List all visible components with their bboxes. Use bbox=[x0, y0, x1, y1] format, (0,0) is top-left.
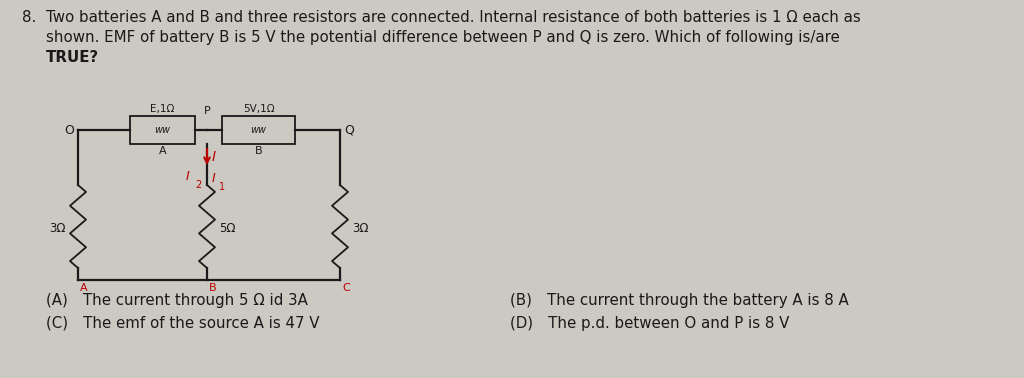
Text: C: C bbox=[342, 283, 350, 293]
Text: E,1Ω: E,1Ω bbox=[151, 104, 175, 114]
Text: I: I bbox=[212, 172, 216, 184]
Text: P: P bbox=[204, 106, 210, 116]
Text: (A) The current through 5 Ω id 3A: (A) The current through 5 Ω id 3A bbox=[46, 293, 308, 308]
Text: 5V,1Ω: 5V,1Ω bbox=[243, 104, 274, 114]
Text: ww: ww bbox=[251, 125, 266, 135]
Text: (C) The emf of the source A is 47 V: (C) The emf of the source A is 47 V bbox=[46, 316, 319, 331]
Bar bbox=[222, 116, 295, 144]
Text: (B) The current through the battery A is 8 A: (B) The current through the battery A is… bbox=[510, 293, 849, 308]
Text: B: B bbox=[209, 283, 217, 293]
Text: 5Ω: 5Ω bbox=[219, 222, 236, 234]
Text: A: A bbox=[159, 146, 166, 156]
Bar bbox=[130, 116, 195, 144]
Text: (D) The p.d. between O and P is 8 V: (D) The p.d. between O and P is 8 V bbox=[510, 316, 790, 331]
Text: 3Ω: 3Ω bbox=[49, 222, 66, 234]
Text: O: O bbox=[65, 124, 74, 136]
Text: 2: 2 bbox=[195, 180, 202, 190]
Text: 1: 1 bbox=[219, 182, 225, 192]
Text: I: I bbox=[185, 169, 189, 183]
Text: 8.: 8. bbox=[22, 10, 36, 25]
Text: ww: ww bbox=[155, 125, 171, 135]
Text: TRUE?: TRUE? bbox=[46, 50, 99, 65]
Text: Q: Q bbox=[344, 124, 354, 136]
Text: shown. EMF of battery B is 5 V the potential difference between P and Q is zero.: shown. EMF of battery B is 5 V the poten… bbox=[46, 30, 840, 45]
Text: 3Ω: 3Ω bbox=[352, 222, 369, 234]
Text: B: B bbox=[255, 146, 262, 156]
Text: A: A bbox=[80, 283, 88, 293]
Text: Two batteries A and B and three resistors are connected. Internal resistance of : Two batteries A and B and three resistor… bbox=[46, 10, 861, 25]
Text: I: I bbox=[212, 150, 216, 164]
